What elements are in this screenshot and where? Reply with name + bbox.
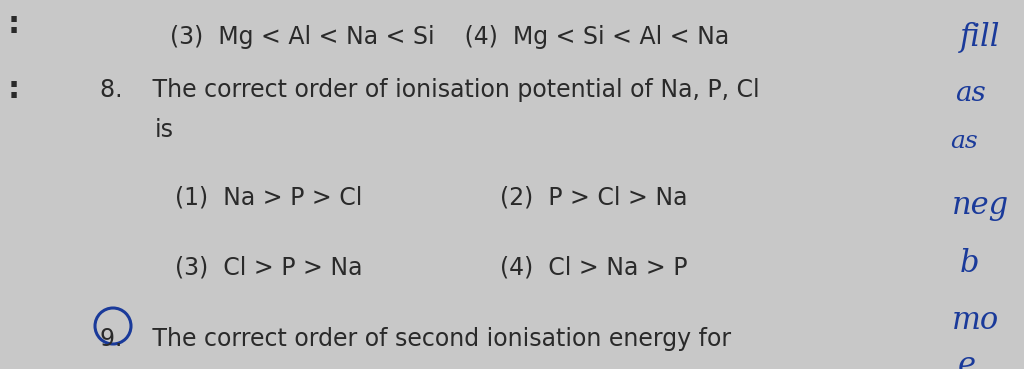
Text: :: : — [8, 75, 20, 104]
Text: (3)  Mg < Al < Na < Si    (4)  Mg < Si < Al < Na: (3) Mg < Al < Na < Si (4) Mg < Si < Al <… — [170, 25, 729, 49]
Text: :: : — [8, 10, 20, 39]
Text: mo: mo — [952, 305, 999, 336]
Text: (3)  Cl > P > Na: (3) Cl > P > Na — [175, 255, 362, 279]
Text: fill: fill — [961, 22, 1000, 53]
Text: (1)  Na > P > Cl: (1) Na > P > Cl — [175, 185, 362, 209]
Text: 8.    The correct order of ionisation potential of Na, P, Cl: 8. The correct order of ionisation poten… — [100, 78, 760, 102]
Text: as: as — [955, 80, 986, 107]
Text: e: e — [958, 350, 976, 369]
Text: b: b — [961, 248, 980, 279]
Text: as: as — [950, 130, 978, 153]
Text: (4)  Cl > Na > P: (4) Cl > Na > P — [500, 255, 687, 279]
Text: (2)  P > Cl > Na: (2) P > Cl > Na — [500, 185, 687, 209]
Text: is: is — [155, 118, 174, 142]
Text: 9.    The correct order of second ionisation energy for: 9. The correct order of second ionisatio… — [100, 327, 731, 351]
Text: neg: neg — [952, 190, 1009, 221]
